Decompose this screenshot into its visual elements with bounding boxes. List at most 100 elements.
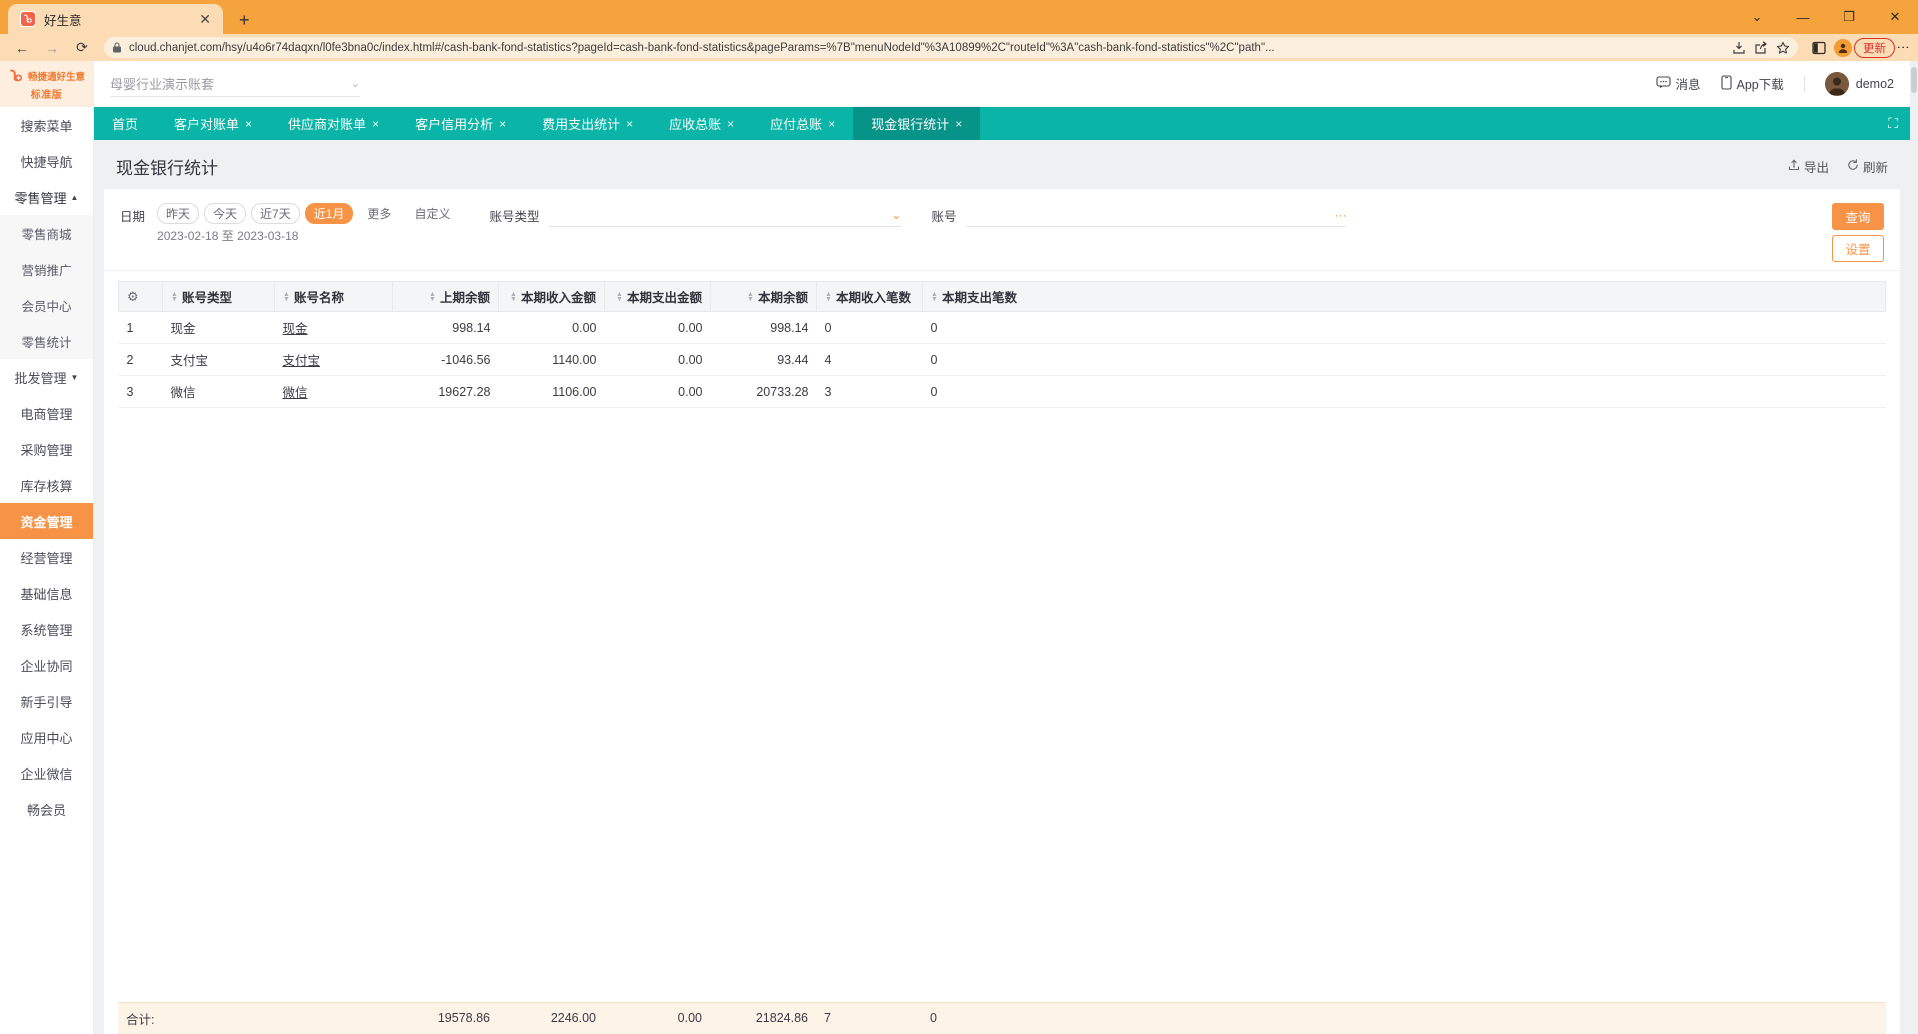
date-chip-today[interactable]: 今天 <box>204 203 247 224</box>
sidebar-item-basic-info[interactable]: 基础信息 <box>0 575 93 611</box>
account-name-link[interactable]: 支付宝 <box>282 354 321 368</box>
new-tab-button[interactable]: + <box>239 10 250 30</box>
sidebar-item-chang-member[interactable]: 畅会员 <box>0 791 93 827</box>
sort-icon[interactable]: ▲ ▼ <box>931 290 938 303</box>
sidebar-item-quick-nav[interactable]: 快捷导航 <box>0 143 93 179</box>
fullscreen-icon[interactable]: ⛶ <box>1888 115 1898 131</box>
date-chip-more[interactable]: 更多 <box>358 203 401 224</box>
sidebar-item-app-center[interactable]: 应用中心 <box>0 719 93 755</box>
cell-account-name[interactable]: 支付宝 <box>274 343 393 376</box>
export-button[interactable]: 导出 <box>1788 157 1829 176</box>
sidebar-item-marketing[interactable]: 营销推广 <box>0 251 93 287</box>
tab-customer-statement[interactable]: 客户对账单 × <box>156 107 270 140</box>
column-settings-icon[interactable]: ⚙ <box>127 288 139 304</box>
forward-icon[interactable]: → <box>45 39 59 56</box>
app-download-button[interactable]: App下载 <box>1720 74 1784 93</box>
tab-supplier-statement[interactable]: 供应商对账单 × <box>270 107 397 140</box>
sidebar-item-ecommerce[interactable]: 电商管理 <box>0 395 93 431</box>
close-icon[interactable]: ✕ <box>199 11 211 27</box>
sidebar-item-system[interactable]: 系统管理 <box>0 611 93 647</box>
col-income-count[interactable]: ▲ ▼ 本期收入笔数 <box>816 281 923 312</box>
tab-close-icon[interactable]: × <box>955 116 963 131</box>
back-icon[interactable]: ← <box>15 39 29 56</box>
tab-close-icon[interactable]: × <box>727 116 735 131</box>
account-name-link[interactable]: 微信 <box>282 386 308 400</box>
tab-payable-ledger[interactable]: 应付总账 × <box>752 107 853 140</box>
column-settings-cell[interactable]: ⚙ <box>118 281 163 312</box>
sort-icon[interactable]: ▲ ▼ <box>747 290 754 303</box>
col-income-amount[interactable]: ▲ ▼ 本期收入金额 <box>498 281 605 312</box>
date-chip-last-7-days[interactable]: 近7天 <box>251 203 300 224</box>
maximize-icon[interactable]: ❐ <box>1843 9 1855 24</box>
tab-close-icon[interactable]: × <box>626 116 634 131</box>
table-row[interactable]: 1 现金 现金 998.14 0.00 0.00 998.14 0 0 <box>118 311 1886 344</box>
more-options-icon[interactable]: ··· <box>1334 207 1347 222</box>
col-expense-amount[interactable]: ▲ ▼ 本期支出金额 <box>604 281 711 312</box>
date-chip-last-1-month[interactable]: 近1月 <box>304 203 354 224</box>
update-button[interactable]: 更新 <box>1854 37 1895 58</box>
sidebar-item-onboarding[interactable]: 新手引导 <box>0 683 93 719</box>
messages-button[interactable]: 消息 <box>1655 74 1701 93</box>
col-account-type[interactable]: ▲ ▼ 账号类型 <box>162 281 275 312</box>
account-name-link[interactable]: 现金 <box>282 322 308 336</box>
bookmark-star-icon[interactable] <box>1776 41 1790 55</box>
reload-icon[interactable]: ⟳ <box>76 39 88 55</box>
sort-icon[interactable]: ▲ ▼ <box>616 290 623 303</box>
chevron-down-icon[interactable]: ⌄ <box>1751 9 1763 24</box>
tab-customer-credit-analysis[interactable]: 客户信用分析 × <box>397 107 524 140</box>
sidebar-item-purchase[interactable]: 采购管理 <box>0 431 93 467</box>
tab-home[interactable]: 首页 <box>94 107 156 140</box>
user-menu[interactable]: demo2 <box>1824 71 1894 96</box>
col-prev-balance[interactable]: ▲ ▼ 上期余额 <box>392 281 499 312</box>
browser-menu-icon[interactable]: ⋮ <box>1896 41 1911 54</box>
share-icon[interactable] <box>1754 40 1768 55</box>
sidebar-group-retail[interactable]: 零售管理 ▲ <box>0 179 93 215</box>
minimize-icon[interactable]: — <box>1796 9 1810 25</box>
tab-close-icon[interactable]: × <box>245 116 253 131</box>
sort-icon[interactable]: ▲ ▼ <box>510 290 517 303</box>
tab-close-icon[interactable]: × <box>828 116 836 131</box>
sort-icon[interactable]: ▲ ▼ <box>283 290 290 303</box>
sidebar-group-wholesale[interactable]: 批发管理 ▼ <box>0 359 93 395</box>
tab-receivable-ledger[interactable]: 应收总账 × <box>651 107 752 140</box>
cell-account-name[interactable]: 微信 <box>274 375 393 408</box>
browser-tab[interactable]: 好生意 ✕ <box>8 4 223 34</box>
profile-avatar-icon[interactable] <box>1834 38 1852 57</box>
sort-icon[interactable]: ▲ ▼ <box>171 290 178 303</box>
account-type-input[interactable] <box>549 203 886 226</box>
sidebar-item-search-menu[interactable]: 搜索菜单 <box>0 107 93 143</box>
date-chip-custom[interactable]: 自定义 <box>405 203 460 224</box>
col-account-name[interactable]: ▲ ▼ 账号名称 <box>274 281 393 312</box>
account-set-selector[interactable]: 母婴行业演示账套 ⌄ <box>110 71 360 97</box>
cell-account-name[interactable]: 现金 <box>274 311 393 344</box>
sort-icon[interactable]: ▲ ▼ <box>429 290 436 303</box>
col-current-balance[interactable]: ▲ ▼ 本期余额 <box>710 281 817 312</box>
chevron-down-icon[interactable]: ⌄ <box>891 207 902 222</box>
sidebar-item-operations[interactable]: 经营管理 <box>0 539 93 575</box>
window-close-icon[interactable]: ✕ <box>1889 9 1901 24</box>
tab-expense-statistics[interactable]: 费用支出统计 × <box>524 107 651 140</box>
sidebar-item-retail-stats[interactable]: 零售统计 <box>0 323 93 359</box>
query-button[interactable]: 查询 <box>1832 203 1884 230</box>
sidebar-item-member-center[interactable]: 会员中心 <box>0 287 93 323</box>
tab-close-icon[interactable]: × <box>499 116 507 131</box>
settings-button[interactable]: 设置 <box>1832 235 1884 262</box>
sidebar-item-fund-management[interactable]: 资金管理 <box>0 503 93 539</box>
address-bar[interactable]: cloud.chanjet.com/hsy/u4o6r74daqxn/l0fe3… <box>104 37 1798 58</box>
sidebar-item-wecom[interactable]: 企业微信 <box>0 755 93 791</box>
scrollbar-thumb[interactable] <box>1911 67 1917 93</box>
tab-cash-bank-statistics[interactable]: 现金银行统计 × <box>853 107 981 140</box>
date-chip-yesterday[interactable]: 昨天 <box>157 203 200 224</box>
sidepanel-icon[interactable] <box>1806 41 1832 55</box>
table-row[interactable]: 2 支付宝 支付宝 -1046.56 1140.00 0.00 93.44 4 … <box>118 343 1886 376</box>
refresh-button[interactable]: 刷新 <box>1847 157 1888 176</box>
tab-close-icon[interactable]: × <box>372 116 380 131</box>
table-row[interactable]: 3 微信 微信 19627.28 1106.00 0.00 20733.28 3… <box>118 375 1886 408</box>
sort-icon[interactable]: ▲ ▼ <box>825 290 832 303</box>
page-scrollbar[interactable] <box>1910 61 1918 1034</box>
sidebar-item-inventory[interactable]: 库存核算 <box>0 467 93 503</box>
col-expense-count[interactable]: ▲ ▼ 本期支出笔数 <box>922 281 1886 312</box>
sidebar-item-retail-mall[interactable]: 零售商城 <box>0 215 93 251</box>
sidebar-item-collaboration[interactable]: 企业协同 <box>0 647 93 683</box>
download-icon[interactable] <box>1732 41 1746 55</box>
